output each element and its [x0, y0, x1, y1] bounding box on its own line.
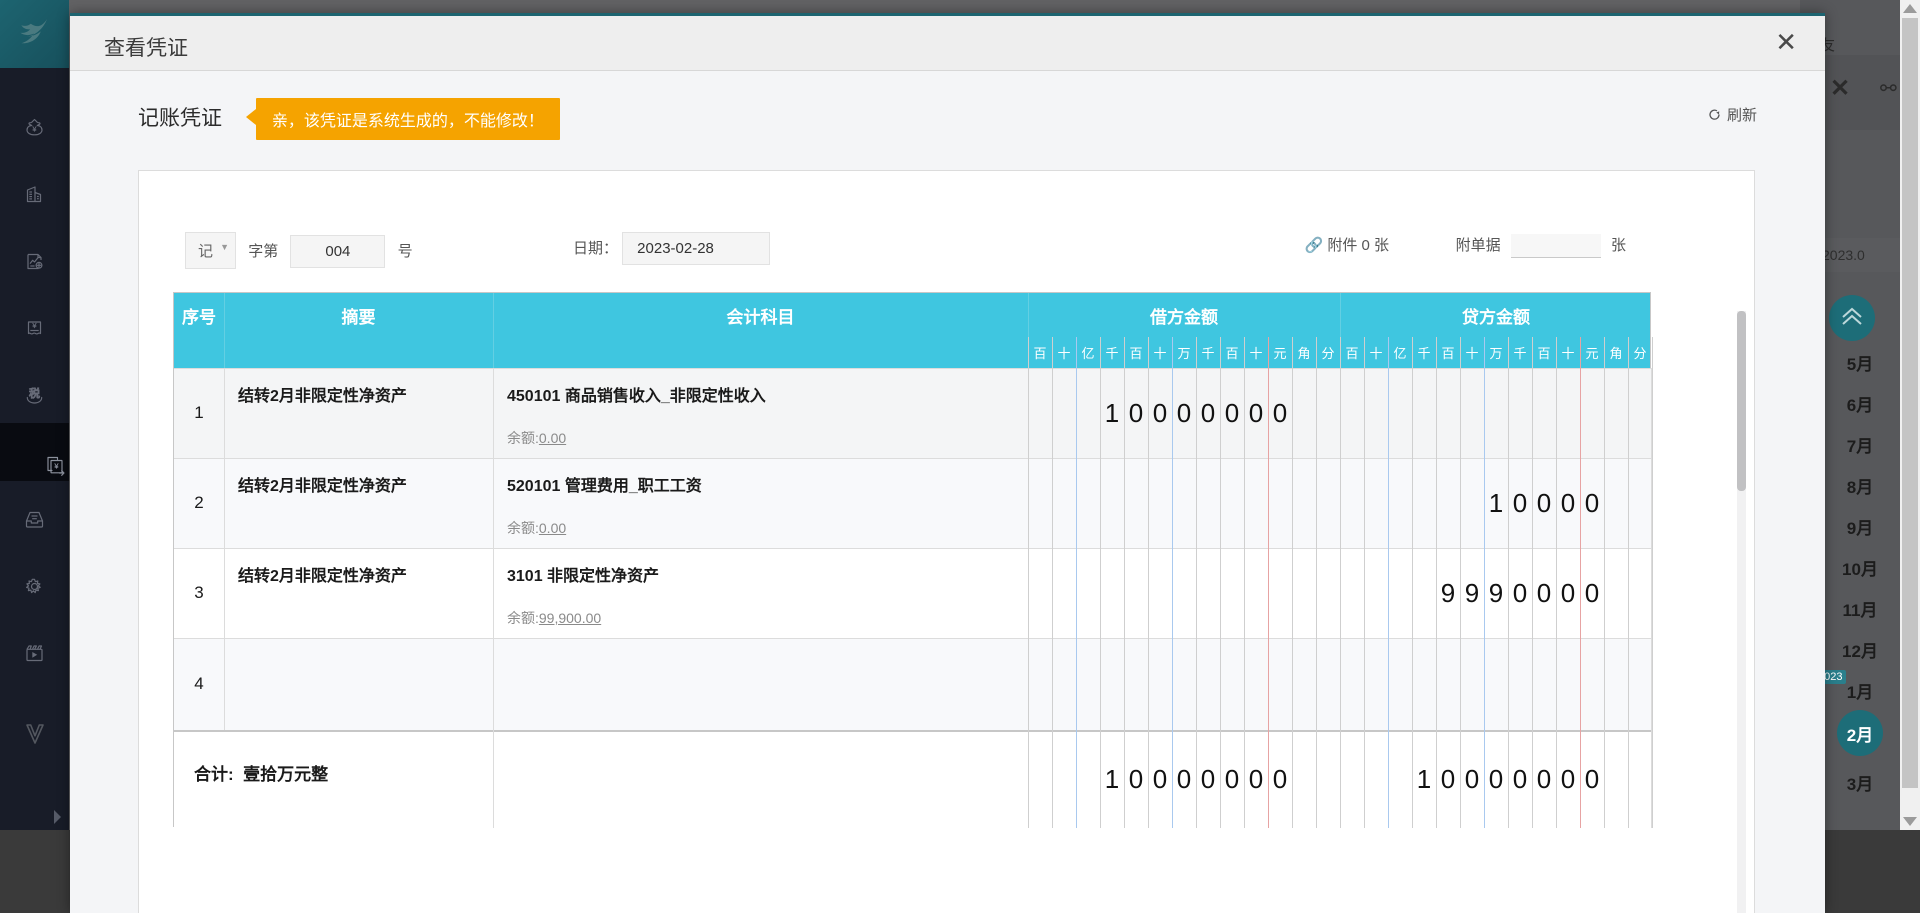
- svg-text:¥: ¥: [54, 463, 58, 470]
- svg-text:¥: ¥: [33, 126, 37, 133]
- svg-text:税: 税: [29, 386, 40, 400]
